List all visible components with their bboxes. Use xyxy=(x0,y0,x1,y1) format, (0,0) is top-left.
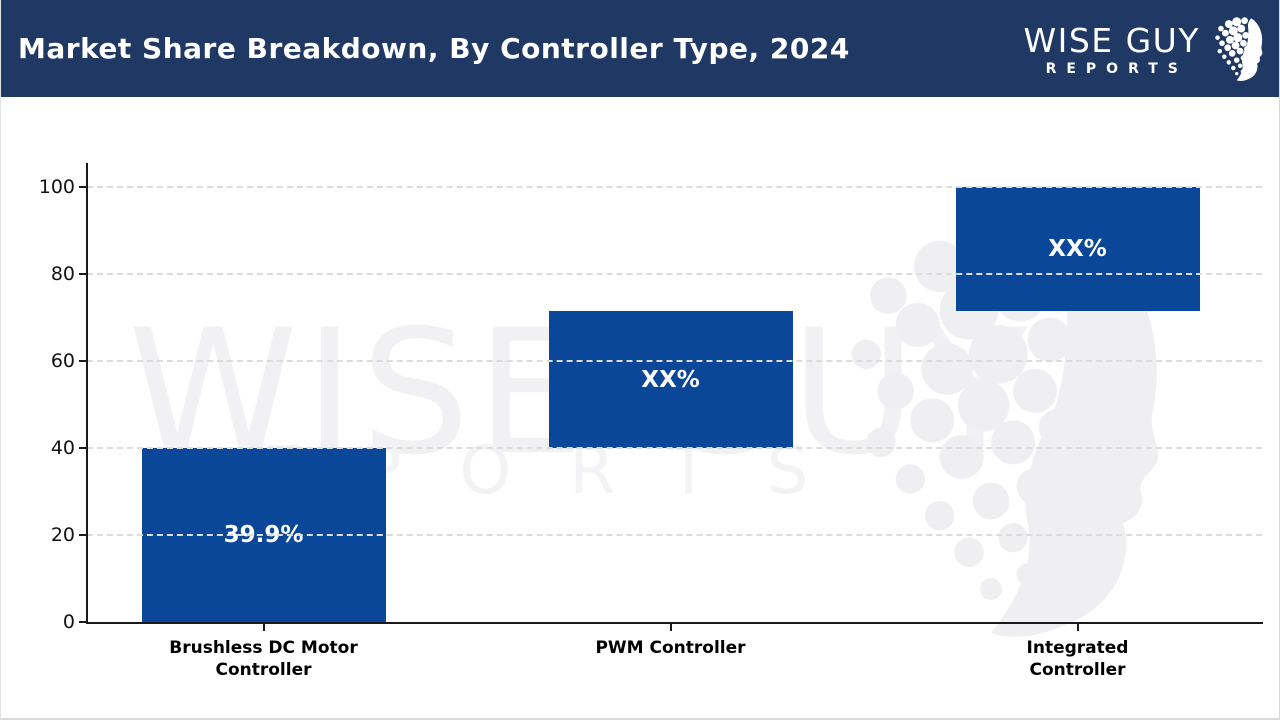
gridline xyxy=(87,360,1262,362)
logo-text: WISE GUY REPORTS xyxy=(1023,21,1200,78)
ytick xyxy=(79,273,87,275)
yticklabel: 60 xyxy=(50,350,75,372)
y-axis-line xyxy=(86,163,88,624)
wiseguy-face-icon xyxy=(1204,10,1266,90)
yticklabel: 80 xyxy=(50,263,75,285)
gridline xyxy=(87,273,1262,275)
ytick xyxy=(79,447,87,449)
x-axis-category-label: Brushless DC Motor Controller xyxy=(169,638,358,680)
ytick xyxy=(79,621,87,623)
wiseguy-logo: WISE GUY REPORTS xyxy=(1023,4,1266,96)
yticklabel: 20 xyxy=(50,524,75,546)
gridline xyxy=(87,447,1262,449)
bar-2: XX% xyxy=(955,187,1200,311)
x-axis-line xyxy=(86,622,1263,624)
xtick xyxy=(262,624,265,631)
ytick xyxy=(79,360,87,362)
ytick xyxy=(79,534,87,536)
x-axis-category-label: Integrated Controller xyxy=(1026,638,1129,680)
bar-1: XX% xyxy=(548,310,793,449)
gridline xyxy=(87,186,1262,188)
yticklabel: 40 xyxy=(50,437,75,459)
header-bar: Market Share Breakdown, By Controller Ty… xyxy=(0,0,1280,97)
bar-value-label: XX% xyxy=(1048,235,1107,262)
yticklabel: 0 xyxy=(62,611,75,633)
logo-subtitle-text: REPORTS xyxy=(1045,61,1188,77)
yticklabel: 100 xyxy=(38,176,75,198)
logo-title-text: WISE GUY xyxy=(1023,21,1200,60)
chart-title: Market Share Breakdown, By Controller Ty… xyxy=(18,32,850,65)
xtick xyxy=(1076,624,1079,631)
ytick xyxy=(79,186,87,188)
x-axis-category-label: PWM Controller xyxy=(595,638,746,658)
xtick xyxy=(669,624,672,631)
bar-value-label: XX% xyxy=(641,366,700,393)
gridline xyxy=(87,534,1262,536)
